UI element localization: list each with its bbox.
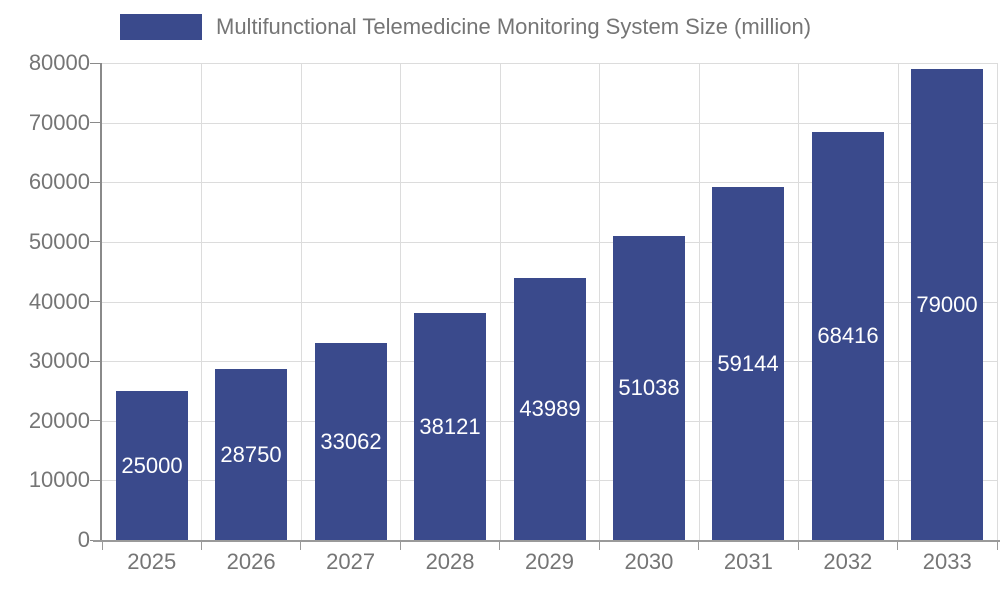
x-tick-label: 2030 [624, 549, 674, 574]
plot-area: 0 10000 20000 30000 40000 50000 60000 70000 8000… [29, 52, 1000, 574]
bar-value-label: 68416 [817, 323, 879, 348]
x-gridline [201, 63, 203, 540]
x-gridline [798, 63, 800, 540]
x-axis-tick [797, 542, 799, 550]
bar-value-label: 28750 [220, 442, 282, 467]
x-axis-tick [698, 542, 700, 550]
y-tick-label: 20000 [28, 407, 90, 433]
y-gridline [102, 182, 997, 184]
bar-2032[interactable]: 68416 [812, 132, 884, 540]
x-axis-tick [598, 542, 600, 550]
bar-2030[interactable]: 51038 [613, 236, 685, 540]
y-axis-tick [90, 181, 100, 183]
y-axis-line [100, 63, 102, 540]
y-tick-label: 0 [77, 527, 90, 552]
x-gridline [400, 63, 402, 540]
bar-2026[interactable]: 28750 [215, 369, 287, 540]
x-axis-tick [300, 542, 302, 550]
x-gridline [698, 63, 700, 540]
x-gridline [599, 63, 601, 540]
x-tick-label: 2027 [326, 549, 376, 574]
bar-value-label: 79000 [916, 292, 978, 317]
y-axis-tick [90, 301, 100, 302]
y-gridline [102, 63, 997, 64]
y-tick-label: 10000 [28, 467, 90, 493]
legend-item[interactable]: Multifunctional Telemedicine Monitoring … [120, 14, 811, 40]
bar-value-label: 33062 [320, 429, 382, 454]
legend-label: Multifunctional Telemedicine Monitoring … [216, 14, 812, 39]
x-gridline [499, 63, 501, 540]
y-tick-label: 60000 [28, 169, 90, 195]
y-tick-label: 50000 [28, 228, 90, 254]
bar-2029[interactable]: 43989 [514, 278, 586, 540]
x-tick-label: 2032 [823, 549, 873, 574]
y-gridline [102, 241, 997, 243]
bar-2028[interactable]: 38121 [414, 313, 486, 540]
bar-2027[interactable]: 33062 [315, 343, 387, 540]
bar-value-label: 59144 [717, 351, 779, 376]
y-axis-tick [90, 420, 100, 422]
x-gridline [897, 63, 899, 540]
x-axis-tick [499, 542, 501, 550]
y-axis-tick [90, 479, 100, 481]
bar-2033[interactable]: 79000 [911, 69, 983, 540]
x-tick-label: 2028 [425, 549, 475, 574]
y-axis-tick [90, 360, 100, 362]
bar-value-label: 43989 [519, 396, 581, 421]
bar-value-label: 25000 [121, 453, 183, 478]
x-gridline [997, 63, 998, 540]
x-axis-tick [897, 542, 899, 550]
y-tick-label: 70000 [28, 109, 90, 135]
x-tick-label: 2031 [723, 549, 773, 574]
x-axis-tick [101, 542, 103, 550]
x-axis-tick [200, 542, 202, 550]
bar-value-label: 38121 [419, 414, 481, 439]
x-gridline [300, 63, 302, 540]
y-tick-label: 40000 [28, 288, 90, 314]
y-axis-tick [90, 122, 100, 124]
legend-swatch [120, 14, 202, 40]
x-tick-label: 2025 [127, 549, 177, 574]
y-tick-label: 80000 [28, 50, 90, 75]
x-axis-tick [399, 542, 401, 550]
x-axis-tick [996, 542, 998, 550]
y-gridline [102, 122, 997, 124]
x-axis-line [93, 540, 1000, 542]
x-tick-label: 2029 [525, 549, 574, 574]
y-tick-label: 30000 [28, 348, 90, 374]
y-axis-tick [90, 241, 100, 243]
bar-2025[interactable]: 25000 [116, 391, 188, 540]
x-tick-label: 2033 [922, 549, 972, 574]
bar-value-label: 51038 [618, 375, 680, 400]
bar-2031[interactable]: 59144 [712, 187, 784, 540]
y-axis-tick [90, 62, 100, 64]
x-tick-label: 2026 [226, 549, 276, 574]
